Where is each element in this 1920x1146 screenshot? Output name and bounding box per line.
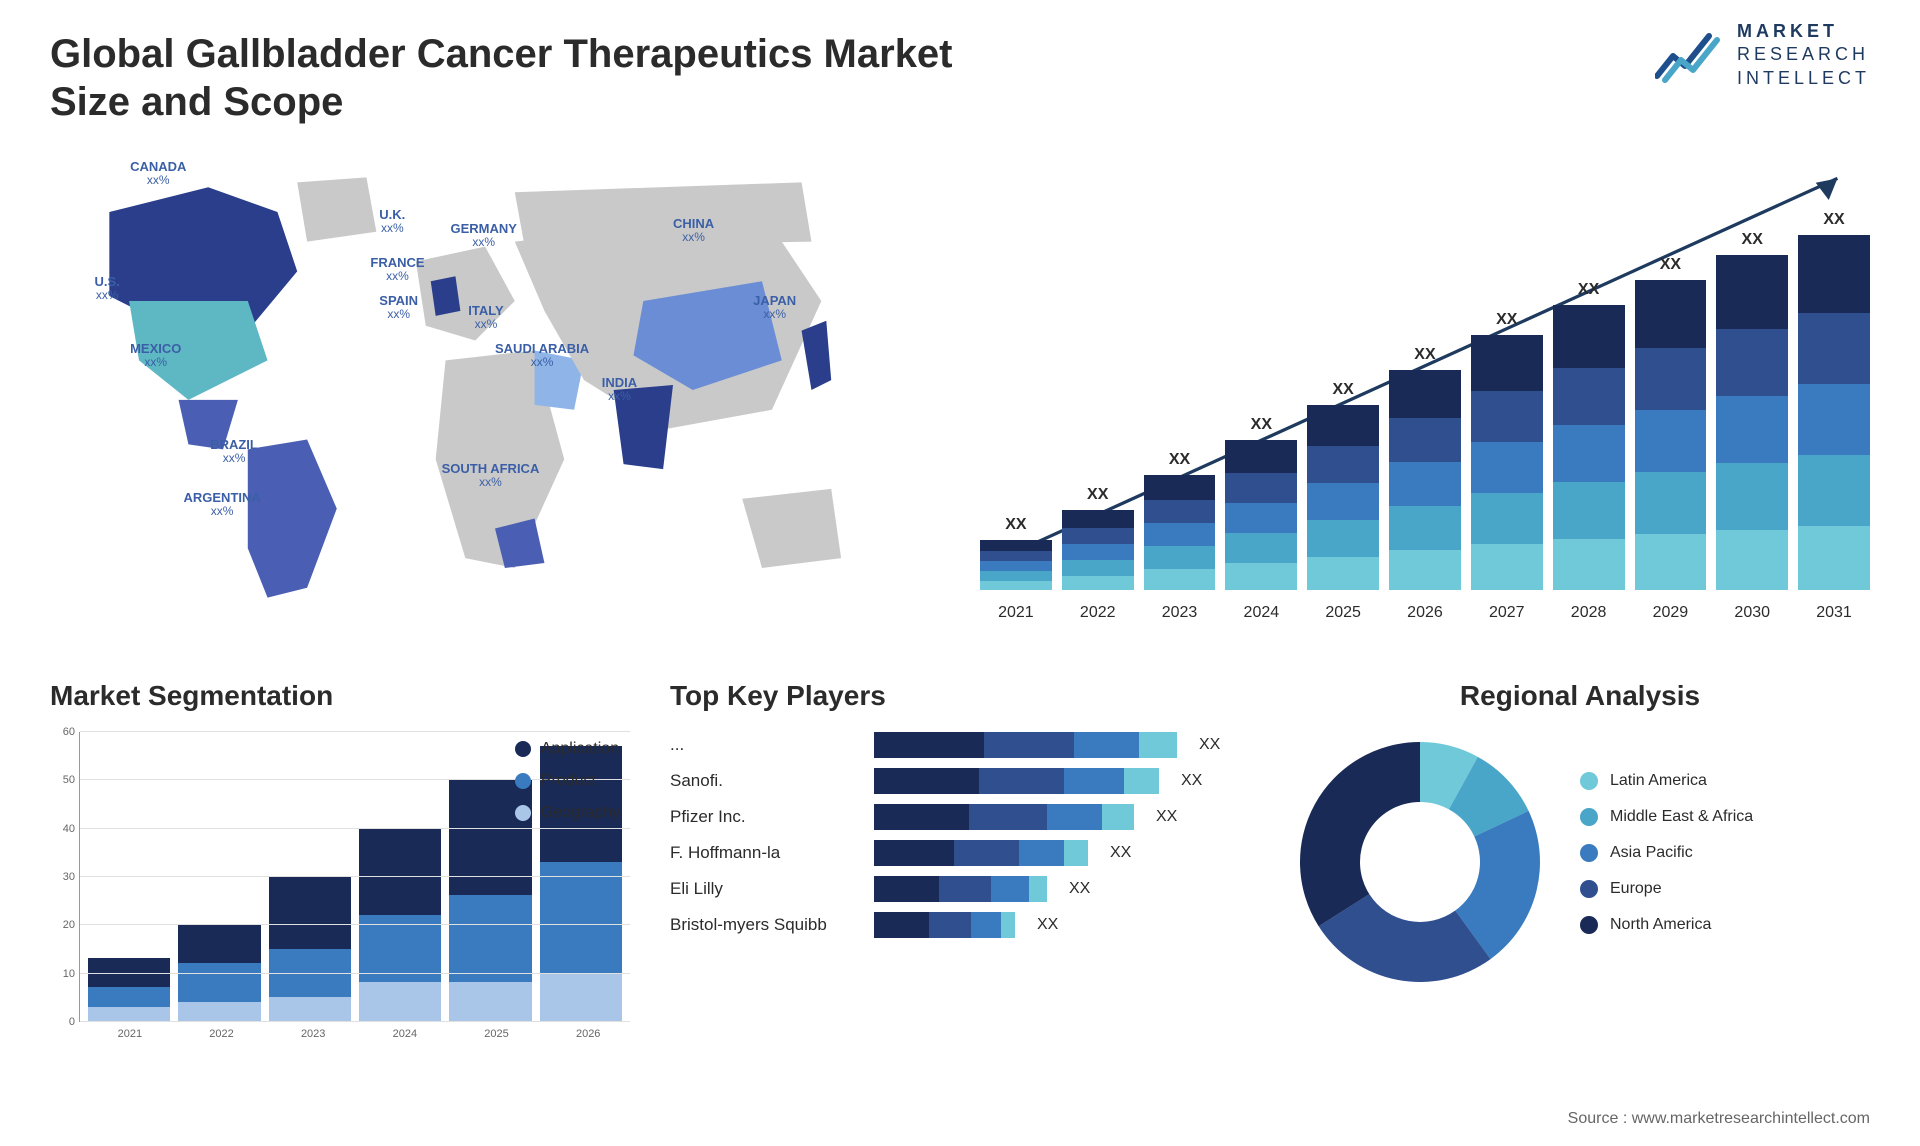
kp-row: Bristol-myers SquibbXX [670, 912, 1250, 938]
logo-icon [1655, 28, 1725, 83]
donut-segment [1300, 742, 1420, 926]
segmentation-legend: Application Product Geography [515, 740, 620, 836]
main-growth-chart: XXXXXXXXXXXXXXXXXXXXXX 20212022202320242… [980, 150, 1870, 630]
kp-row: Pfizer Inc.XX [670, 804, 1250, 830]
main-x-label: 2027 [1471, 604, 1543, 622]
kp-row: F. Hoffmann-laXX [670, 840, 1250, 866]
seg-legend-item: Application [515, 740, 620, 758]
logo-line2: RESEARCH [1737, 43, 1870, 66]
seg-x-label: 2024 [363, 1028, 447, 1040]
kp-row: Eli LillyXX [670, 876, 1250, 902]
region-legend-item: North America [1580, 916, 1753, 934]
map-label: SPAINxx% [379, 294, 418, 321]
main-bar: XX [1635, 256, 1707, 590]
logo-line3: INTELLECT [1737, 67, 1870, 90]
seg-legend-item: Geography [515, 804, 620, 822]
map-label: CHINAxx% [673, 217, 714, 244]
main-bar: XX [1144, 451, 1216, 590]
page-title: Global Gallbladder Cancer Therapeutics M… [50, 30, 1030, 126]
seg-x-label: 2025 [455, 1028, 539, 1040]
region-legend-item: Middle East & Africa [1580, 808, 1753, 826]
region-legend-item: Asia Pacific [1580, 844, 1753, 862]
main-bar: XX [1716, 231, 1788, 590]
segmentation-title: Market Segmentation [50, 680, 630, 712]
region-legend-item: Europe [1580, 880, 1753, 898]
main-x-label: 2025 [1307, 604, 1379, 622]
map-label: MEXICOxx% [130, 342, 181, 369]
map-label: JAPANxx% [753, 294, 796, 321]
map-label: U.K.xx% [379, 208, 405, 235]
main-bar: XX [1389, 346, 1461, 590]
seg-bar [269, 876, 351, 1021]
map-label: INDIAxx% [602, 376, 637, 403]
map-label: ITALYxx% [468, 304, 503, 331]
main-x-label: 2023 [1144, 604, 1216, 622]
map-label: SOUTH AFRICAxx% [442, 462, 540, 489]
brand-logo: MARKET RESEARCH INTELLECT [1655, 20, 1870, 90]
regional-donut [1290, 732, 1550, 992]
main-bar: XX [1471, 311, 1543, 590]
main-bar: XX [1307, 381, 1379, 590]
map-label: ARGENTINAxx% [184, 491, 261, 518]
seg-x-label: 2023 [271, 1028, 355, 1040]
main-x-label: 2031 [1798, 604, 1870, 622]
map-label: CANADAxx% [130, 160, 186, 187]
main-x-label: 2030 [1716, 604, 1788, 622]
main-bar: XX [1553, 281, 1625, 590]
kp-row: Sanofi.XX [670, 768, 1250, 794]
source-attribution: Source : www.marketresearchintellect.com [1568, 1110, 1870, 1128]
seg-legend-item: Product [515, 772, 620, 790]
map-label: FRANCExx% [370, 256, 424, 283]
key-players-chart: ...XX Sanofi.XX Pfizer Inc.XX F. Hoffmann-l… [670, 732, 1250, 938]
world-map: CANADAxx% U.S.xx% MEXICOxx% BRAZILxx% ARGENT… [50, 150, 940, 630]
main-x-label: 2024 [1225, 604, 1297, 622]
map-label: GERMANYxx% [451, 222, 517, 249]
main-x-label: 2026 [1389, 604, 1461, 622]
seg-x-label: 2022 [180, 1028, 264, 1040]
map-label: BRAZILxx% [210, 438, 258, 465]
regional-panel: Regional Analysis Latin America Middle Ea… [1290, 680, 1870, 1060]
main-x-label: 2028 [1553, 604, 1625, 622]
main-x-label: 2029 [1635, 604, 1707, 622]
main-bar: XX [980, 516, 1052, 590]
map-label: U.S.xx% [95, 275, 120, 302]
regional-legend: Latin America Middle East & Africa Asia Pa… [1580, 772, 1753, 952]
region-legend-item: Latin America [1580, 772, 1753, 790]
seg-bar [88, 958, 170, 1021]
segmentation-panel: Market Segmentation 0102030405060 202120… [50, 680, 630, 1060]
main-bar: XX [1225, 416, 1297, 590]
main-bar: XX [1062, 486, 1134, 590]
seg-x-label: 2026 [546, 1028, 630, 1040]
regional-title: Regional Analysis [1290, 680, 1870, 712]
key-players-title: Top Key Players [670, 680, 1250, 712]
main-x-label: 2021 [980, 604, 1052, 622]
map-label: SAUDI ARABIAxx% [495, 342, 589, 369]
main-bar: XX [1798, 211, 1870, 590]
seg-x-label: 2021 [88, 1028, 172, 1040]
logo-line1: MARKET [1737, 20, 1870, 43]
main-x-label: 2022 [1062, 604, 1134, 622]
key-players-panel: Top Key Players ...XX Sanofi.XX Pfizer Inc… [670, 680, 1250, 1060]
kp-row: ...XX [670, 732, 1250, 758]
